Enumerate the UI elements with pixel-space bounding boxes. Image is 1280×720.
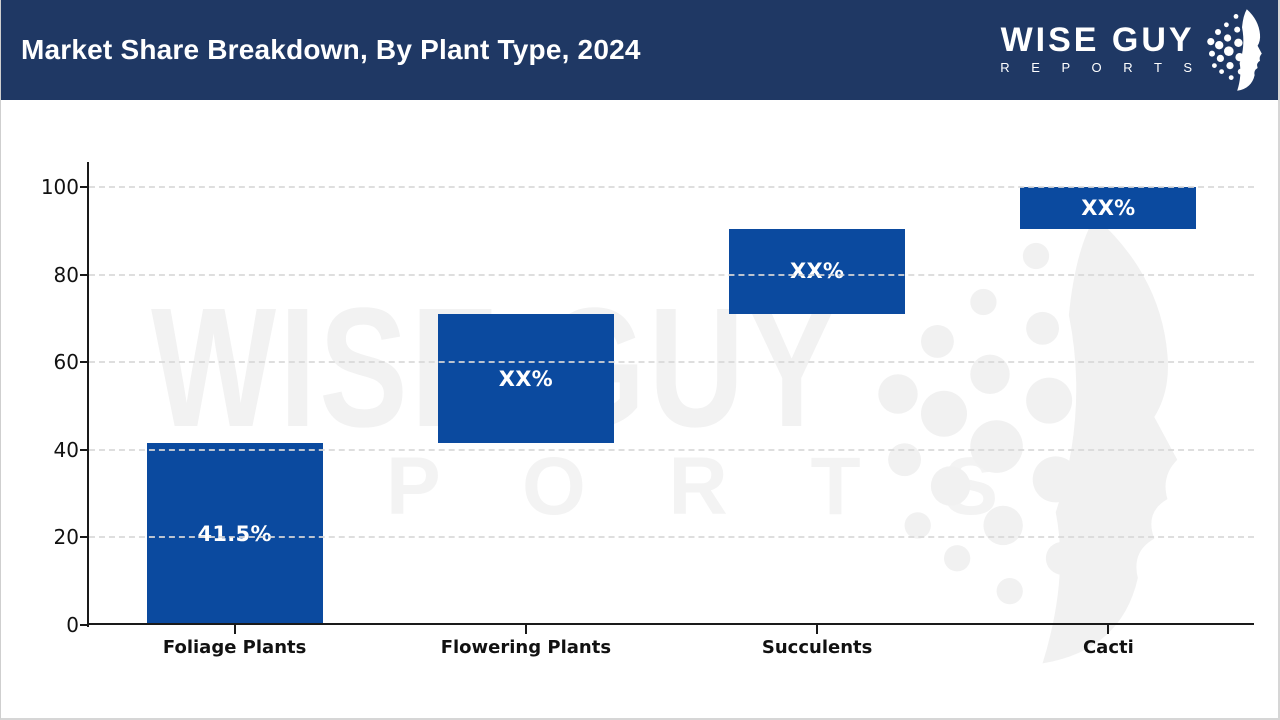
- brand-name: WISE GUY: [1000, 21, 1195, 59]
- y-tick-label: 60: [53, 350, 79, 375]
- x-category-label: Flowering Plants: [440, 637, 612, 658]
- y-tick-label: 80: [53, 262, 79, 287]
- bar-value-label: XX%: [1081, 195, 1136, 220]
- gridline: [89, 361, 1254, 364]
- y-tick-label: 100: [40, 175, 79, 199]
- gridline: [89, 186, 1254, 188]
- gridline: [89, 536, 1254, 539]
- x-category-label: Foliage Plants: [162, 637, 307, 658]
- x-category-label: Succulents: [761, 637, 873, 658]
- y-tick-label: 40: [53, 437, 79, 462]
- y-tick: [80, 624, 89, 626]
- gridline: [89, 448, 1254, 451]
- brand-logo: WISE GUY R E P O R T S: [994, 8, 1267, 92]
- brand-subname: R E P O R T S: [1000, 60, 1201, 75]
- x-axis-spine: [87, 623, 1254, 625]
- y-tick-label: 0: [66, 613, 79, 637]
- y-tick: [80, 186, 89, 188]
- header: Market Share Breakdown, By Plant Type, 2…: [1, 0, 1278, 100]
- bar-cacti: XX%: [1020, 187, 1197, 229]
- watermark-face-icon: [878, 216, 1178, 664]
- y-tick: [80, 448, 89, 451]
- bar-flowering-plants: XX%: [437, 314, 614, 444]
- page-title: Market Share Breakdown, By Plant Type, 2…: [21, 34, 641, 65]
- y-tick: [80, 273, 89, 276]
- face-profile-dots-icon: [1207, 9, 1262, 91]
- bar-value-label: XX%: [498, 366, 554, 391]
- y-axis-spine: [87, 162, 89, 627]
- x-tick: [524, 625, 527, 634]
- bar-foliage-plants: 41.5%: [146, 443, 323, 625]
- x-tick: [233, 625, 236, 634]
- y-tick: [80, 361, 89, 364]
- x-tick: [1107, 625, 1110, 634]
- chart-area: WISE GUY P O R T S 41.5% Foliage Plants XX…: [1, 100, 1278, 718]
- bar-value-label: XX%: [789, 259, 845, 284]
- y-tick: [80, 536, 89, 539]
- x-tick: [816, 625, 819, 634]
- x-category-label: Cacti: [1082, 637, 1134, 658]
- gridline: [89, 273, 1254, 276]
- bar-succulents: XX%: [729, 228, 906, 315]
- bar-value-label: 41.5%: [197, 522, 272, 547]
- y-tick-label: 20: [53, 525, 79, 550]
